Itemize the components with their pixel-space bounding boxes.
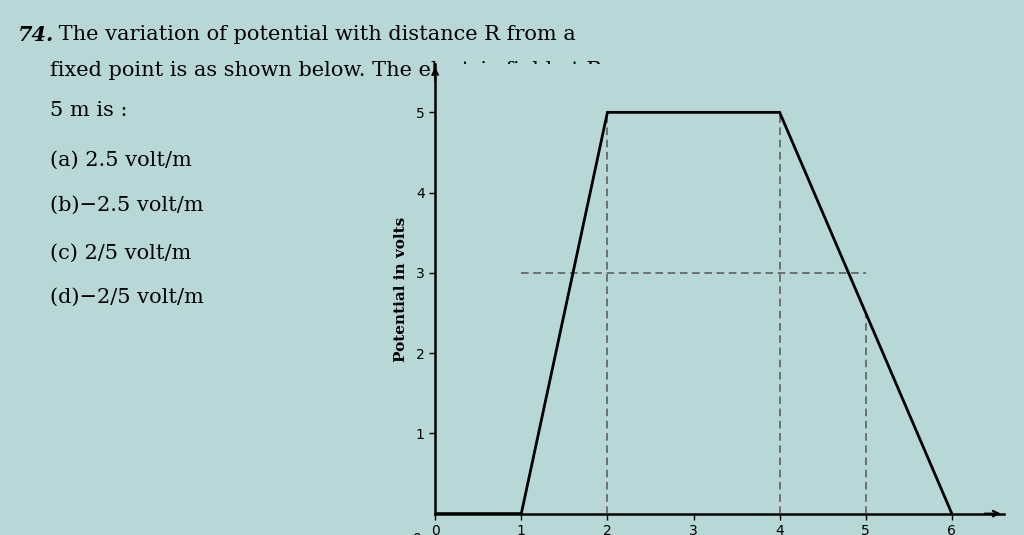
Text: The variation of potential with distance R from a: The variation of potential with distance… bbox=[52, 26, 575, 44]
Text: (a) 2.5 volt/m: (a) 2.5 volt/m bbox=[50, 150, 191, 170]
Text: 74.: 74. bbox=[18, 25, 54, 45]
Text: 5 m is :: 5 m is : bbox=[50, 101, 128, 119]
Text: 0: 0 bbox=[412, 532, 421, 535]
Text: (d)−2/5 volt/m: (d)−2/5 volt/m bbox=[50, 287, 204, 307]
Text: (c) 2/5 volt/m: (c) 2/5 volt/m bbox=[50, 243, 191, 263]
Y-axis label: Potential in volts: Potential in volts bbox=[393, 216, 408, 362]
Text: fixed point is as shown below. The electric field at R =: fixed point is as shown below. The elect… bbox=[50, 60, 627, 80]
Text: (b)−2.5 volt/m: (b)−2.5 volt/m bbox=[50, 195, 204, 215]
